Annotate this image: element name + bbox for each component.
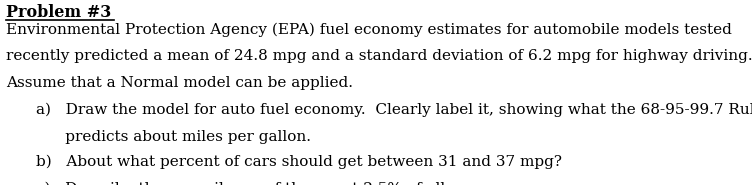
Text: b)   About what percent of cars should get between 31 and 37 mpg?: b) About what percent of cars should get… — [36, 154, 562, 169]
Text: Assume that a Normal model can be applied.: Assume that a Normal model can be applie… — [6, 76, 353, 90]
Text: a)   Draw the model for auto fuel economy.  Clearly label it, showing what the 6: a) Draw the model for auto fuel economy.… — [36, 103, 752, 117]
Text: Problem #3: Problem #3 — [6, 4, 111, 21]
Text: recently predicted a mean of 24.8 mpg and a standard deviation of 6.2 mpg for hi: recently predicted a mean of 24.8 mpg an… — [6, 49, 752, 63]
Text: c)   Describe the gas mileage of the worst 2.5% of all cars.: c) Describe the gas mileage of the worst… — [36, 181, 487, 185]
Text: Environmental Protection Agency (EPA) fuel economy estimates for automobile mode: Environmental Protection Agency (EPA) fu… — [6, 22, 732, 37]
Text: predicts about miles per gallon.: predicts about miles per gallon. — [36, 130, 311, 144]
